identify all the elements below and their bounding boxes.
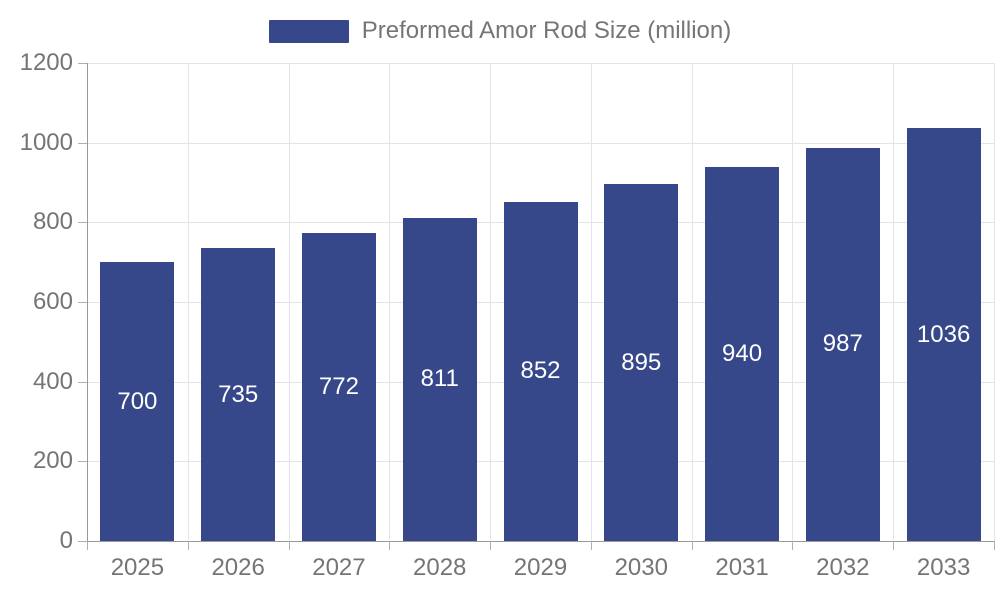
bar-2030	[604, 184, 679, 541]
bar-value-label: 852	[520, 357, 561, 385]
x-axis-tick-label: 2033	[916, 554, 971, 581]
y-axis-line	[87, 63, 88, 550]
y-tick-mark	[78, 461, 87, 463]
x-tick-mark	[994, 541, 995, 550]
legend[interactable]: Preformed Amor Rod Size (million)	[0, 18, 1000, 44]
bar-value-label: 772	[318, 373, 359, 401]
bar-value-label: 940	[722, 339, 763, 367]
bar-value-label: 735	[218, 380, 259, 408]
y-tick-mark	[78, 222, 87, 224]
gridline-vertical	[490, 63, 492, 541]
gridline-vertical	[187, 63, 189, 541]
x-axis-tick-label: 2027	[312, 554, 366, 581]
y-axis-tick-label: 1000	[19, 128, 73, 156]
x-axis-tick-label: 2031	[715, 554, 769, 581]
plot-area: 0 200 400 600 800 1000 1200 2025 2026 2027 2028 202…	[20, 50, 995, 581]
bar-2032	[805, 147, 880, 541]
x-axis-tick-label: 2028	[413, 554, 467, 581]
x-tick-mark	[288, 541, 290, 550]
bar-2029	[503, 201, 578, 541]
x-tick-mark	[590, 541, 592, 550]
x-tick-mark	[792, 541, 794, 550]
gridline-horizontal	[87, 63, 994, 64]
y-axis-tick-label: 600	[32, 288, 73, 315]
gridline-vertical	[994, 63, 995, 541]
gridline-vertical	[389, 63, 391, 541]
gridline-vertical	[288, 63, 290, 541]
y-axis-tick-label: 400	[32, 367, 73, 395]
bar-2027	[301, 233, 376, 541]
gridline-horizontal	[87, 142, 994, 144]
bar-2033	[906, 128, 981, 541]
x-axis-tick-label: 2026	[211, 554, 265, 581]
bar-value-label: 811	[420, 365, 459, 393]
bar-value-label: 895	[621, 348, 662, 376]
x-tick-mark	[87, 541, 88, 550]
legend-swatch	[268, 19, 349, 43]
bar-2026	[201, 248, 276, 541]
gridline-vertical	[893, 63, 895, 541]
x-axis-tick-label: 2025	[110, 554, 165, 581]
x-axis-tick-label: 2032	[816, 554, 870, 581]
y-axis-tick-label: 200	[32, 447, 73, 475]
x-tick-mark	[893, 541, 895, 550]
y-tick-mark	[78, 142, 87, 144]
bar-2025	[100, 262, 175, 541]
gridline-vertical	[691, 63, 693, 541]
y-tick-mark	[78, 381, 87, 383]
y-axis-tick-label: 0	[59, 527, 73, 554]
bar-2028	[402, 217, 477, 541]
x-tick-mark	[389, 541, 391, 550]
bar-value-label: 700	[117, 387, 158, 415]
gridline-vertical	[792, 63, 794, 541]
bar-value-label: 1036	[916, 320, 971, 348]
gridline-vertical	[590, 63, 592, 541]
x-axis-tick-label: 2029	[513, 554, 568, 581]
x-tick-mark	[691, 541, 693, 550]
y-tick-mark	[78, 302, 87, 303]
x-tick-mark	[490, 541, 492, 550]
bar-value-label: 987	[822, 330, 863, 358]
y-axis-tick-label: 1200	[19, 49, 73, 76]
y-tick-mark	[78, 541, 87, 542]
x-axis-line	[87, 541, 994, 542]
x-tick-mark	[187, 541, 189, 550]
y-axis-tick-label: 800	[32, 208, 73, 236]
legend-label: Preformed Amor Rod Size (million)	[361, 17, 732, 44]
y-tick-mark	[78, 63, 87, 64]
x-axis-tick-label: 2030	[614, 554, 668, 581]
bar-2031	[705, 166, 780, 541]
